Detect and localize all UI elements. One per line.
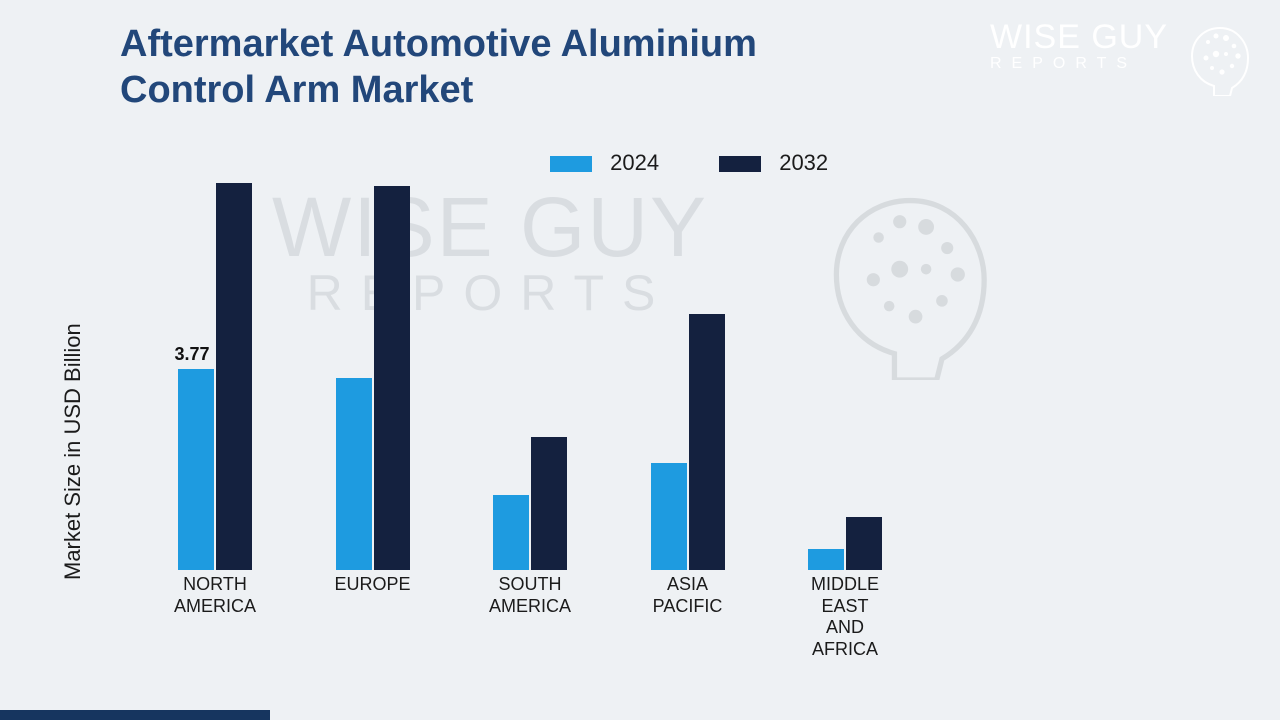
bar-group xyxy=(770,170,920,570)
category-label: ASIA PACIFIC xyxy=(613,574,763,660)
bar-2024 xyxy=(808,549,844,570)
y-axis-label: Market Size in USD Billion xyxy=(60,323,86,580)
right-panel xyxy=(960,0,1280,720)
category-labels: NORTH AMERICAEUROPESOUTH AMERICAASIA PAC… xyxy=(140,574,920,660)
category-label: EUROPE xyxy=(298,574,448,660)
bar-group xyxy=(455,170,605,570)
bar-2032 xyxy=(531,437,567,570)
plot-area: 3.77 xyxy=(140,170,920,570)
logo-head-icon xyxy=(1186,24,1250,96)
bottom-accent xyxy=(0,710,270,720)
chart-title: Aftermarket Automotive Aluminium Control… xyxy=(120,22,900,113)
bar-2032 xyxy=(846,517,882,570)
bar-2024 xyxy=(493,495,529,570)
bar-2032 xyxy=(216,183,252,570)
bar-group: 3.77 xyxy=(140,170,290,570)
brand-logo: WISE GUY REPORTS xyxy=(990,18,1250,108)
bar-chart: Market Size in USD Billion 2024 2032 3.7… xyxy=(90,160,920,680)
category-label: SOUTH AMERICA xyxy=(455,574,605,660)
bar-group xyxy=(298,170,448,570)
bar-value-label: 3.77 xyxy=(174,344,209,365)
bar-2024 xyxy=(651,463,687,570)
bar-2024 xyxy=(178,369,214,570)
bar-2024 xyxy=(336,378,372,570)
category-label: MIDDLE EAST AND AFRICA xyxy=(770,574,920,660)
category-label: NORTH AMERICA xyxy=(140,574,290,660)
bar-2032 xyxy=(689,314,725,570)
bar-group xyxy=(613,170,763,570)
bar-2032 xyxy=(374,186,410,570)
